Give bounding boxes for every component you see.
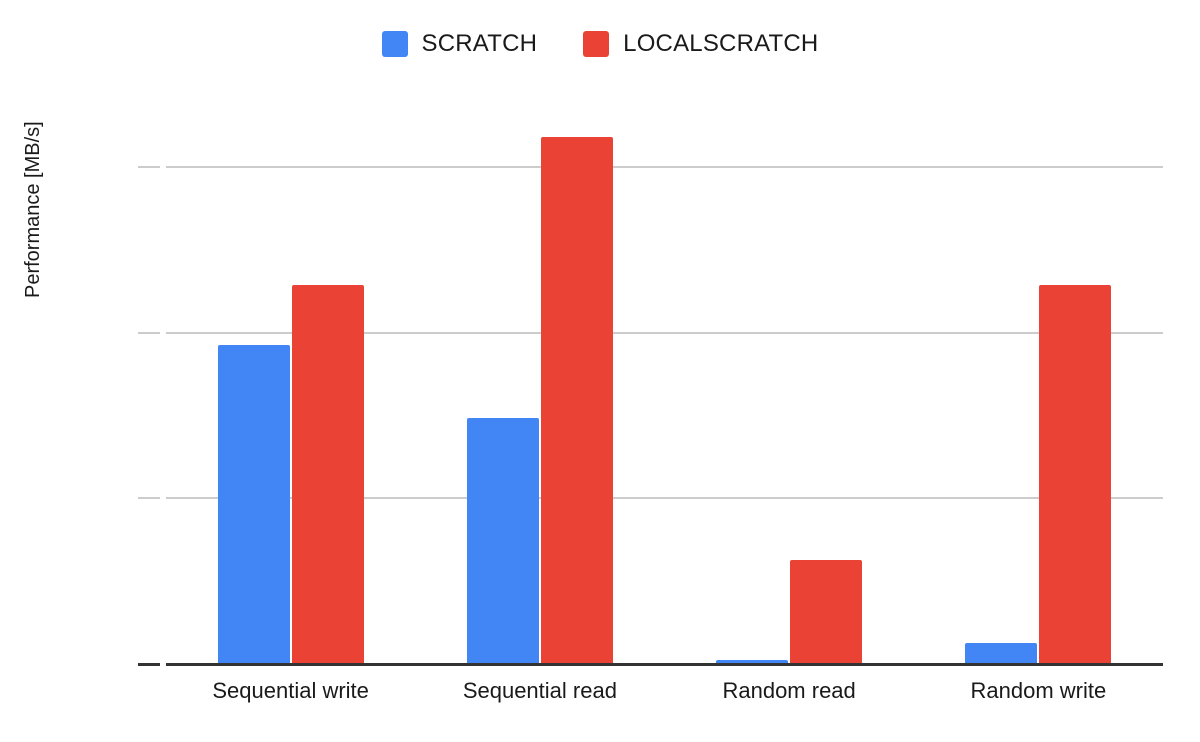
x-axis-line [166,663,1163,666]
legend-label-localscratch: LOCALSCRATCH [623,30,819,57]
y-axis-tick [138,166,160,169]
legend-item-scratch[interactable]: SCRATCH [381,30,538,58]
legend-swatch-scratch-icon [381,31,408,57]
y-axis-tick [138,663,160,666]
gridline [166,497,1163,500]
y-axis-tick [138,497,160,500]
legend-swatch-localscratch-icon [583,31,610,57]
x-axis-tick-label: Random read [722,678,856,703]
x-axis-tick-label: Sequential read [462,678,617,703]
bar-scratch-random-write[interactable] [965,643,1038,663]
bar-localscratch-random-read[interactable] [790,560,863,663]
legend-item-localscratch[interactable]: LOCALSCRATCH [583,30,818,58]
bar-scratch-sequential-read[interactable] [466,417,539,663]
x-axis-tick-label: Random write [970,678,1107,703]
bar-localscratch-random-write[interactable] [1039,285,1112,663]
y-axis-tick [138,331,160,334]
bar-scratch-random-read[interactable] [716,659,789,663]
x-axis-tick-label: Sequential write [212,678,369,703]
gridline [166,331,1163,334]
bar-localscratch-sequential-write[interactable] [291,285,364,663]
legend-label-scratch: SCRATCH [421,30,538,57]
plot-area: 050010001500 Sequential writeSequential … [138,100,1163,703]
bar-scratch-sequential-write[interactable] [217,345,290,663]
y-axis-title: Performance [MB/s] [22,121,44,298]
gridline [166,166,1163,169]
bar-localscratch-sequential-read[interactable] [540,137,613,663]
chart-legend: SCRATCH LOCALSCRATCH [0,30,1200,58]
